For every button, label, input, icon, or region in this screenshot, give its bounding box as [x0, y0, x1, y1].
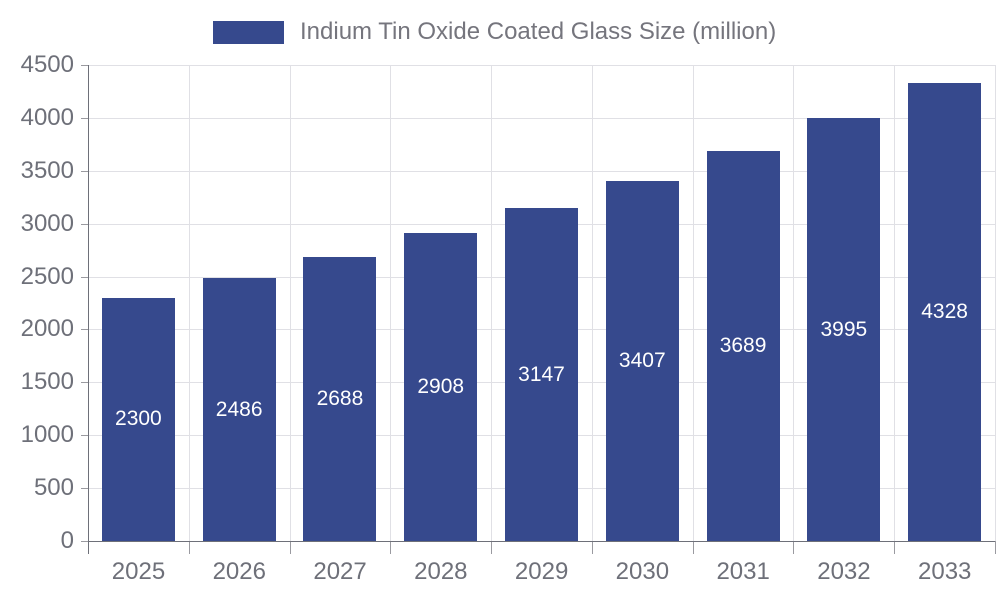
y-axis-tick	[81, 329, 88, 331]
y-gridline	[88, 170, 995, 172]
y-axis-tick	[81, 541, 88, 542]
x-axis-tick	[793, 541, 795, 554]
x-axis-tick	[390, 541, 392, 554]
y-axis-tick	[81, 382, 88, 384]
x-axis-tick	[289, 541, 291, 554]
legend-label: Indium Tin Oxide Coated Glass Size (mill…	[300, 18, 777, 45]
bar-value-label: 3147	[518, 362, 565, 386]
x-tick-label: 2030	[615, 558, 670, 585]
bar[interactable]: 2908	[404, 233, 478, 541]
y-tick-label: 0	[60, 527, 74, 554]
y-axis-line	[88, 65, 89, 554]
bar-value-label: 3689	[719, 333, 767, 357]
y-gridline	[88, 117, 995, 119]
x-gridline	[491, 65, 493, 541]
x-gridline	[692, 65, 694, 541]
x-tick-label: 2031	[716, 558, 770, 585]
bar[interactable]: 3689	[706, 150, 780, 541]
legend-swatch-icon	[213, 20, 284, 44]
x-axis-tick	[692, 541, 694, 554]
bar-value-label: 4328	[921, 300, 968, 324]
bar[interactable]: 3407	[605, 180, 679, 541]
x-tick-label: 2033	[918, 558, 972, 585]
y-tick-label: 4000	[20, 103, 74, 131]
x-tick-label: 2025	[111, 558, 166, 585]
y-axis-tick	[81, 435, 88, 437]
x-axis-tick	[894, 541, 896, 554]
x-gridline	[591, 65, 593, 541]
y-tick-label: 500	[33, 474, 74, 502]
x-gridline	[793, 65, 795, 541]
y-tick-label: 2000	[20, 315, 74, 343]
bar[interactable]: 2486	[202, 278, 276, 541]
bar-value-label: 2300	[115, 407, 162, 431]
x-axis-line	[88, 541, 995, 542]
x-tick-label: 2027	[313, 558, 367, 585]
bar[interactable]: 3147	[505, 208, 578, 541]
bar-value-label: 3407	[618, 348, 666, 372]
x-gridline	[188, 65, 190, 541]
bar[interactable]: 2300	[101, 297, 175, 541]
y-axis-tick	[81, 117, 88, 119]
x-axis-tick	[591, 541, 593, 554]
bar-value-label: 3995	[820, 317, 868, 341]
y-axis-tick	[81, 488, 88, 490]
y-tick-label: 1000	[20, 421, 74, 449]
y-gridline	[88, 65, 995, 66]
x-axis-tick	[995, 541, 996, 554]
x-tick-label: 2028	[414, 558, 468, 585]
x-gridline	[289, 65, 291, 541]
x-gridline	[390, 65, 392, 541]
legend-item[interactable]: Indium Tin Oxide Coated Glass Size (mill…	[213, 18, 776, 46]
y-tick-label: 3500	[20, 156, 74, 184]
x-gridline	[995, 65, 996, 541]
y-tick-label: 4500	[20, 51, 74, 78]
y-tick-label: 3000	[20, 209, 74, 237]
x-axis-tick	[491, 541, 493, 554]
bar[interactable]: 4328	[908, 83, 982, 541]
bar[interactable]: 2688	[303, 256, 377, 541]
y-tick-label: 2500	[20, 262, 74, 290]
bar[interactable]: 3995	[807, 118, 881, 541]
y-axis-tick	[81, 65, 88, 66]
x-tick-label: 2029	[514, 558, 569, 585]
x-gridline	[894, 65, 896, 541]
bar-value-label: 2486	[215, 397, 263, 421]
y-axis-tick	[81, 170, 88, 172]
bar-value-label: 2688	[316, 386, 364, 410]
y-tick-label: 1500	[20, 368, 74, 396]
x-axis-tick	[188, 541, 190, 554]
y-axis-tick	[81, 276, 88, 278]
y-axis-tick	[81, 223, 88, 225]
bar-value-label: 2908	[417, 375, 465, 399]
x-tick-label: 2026	[212, 558, 266, 585]
x-tick-label: 2032	[817, 558, 871, 585]
